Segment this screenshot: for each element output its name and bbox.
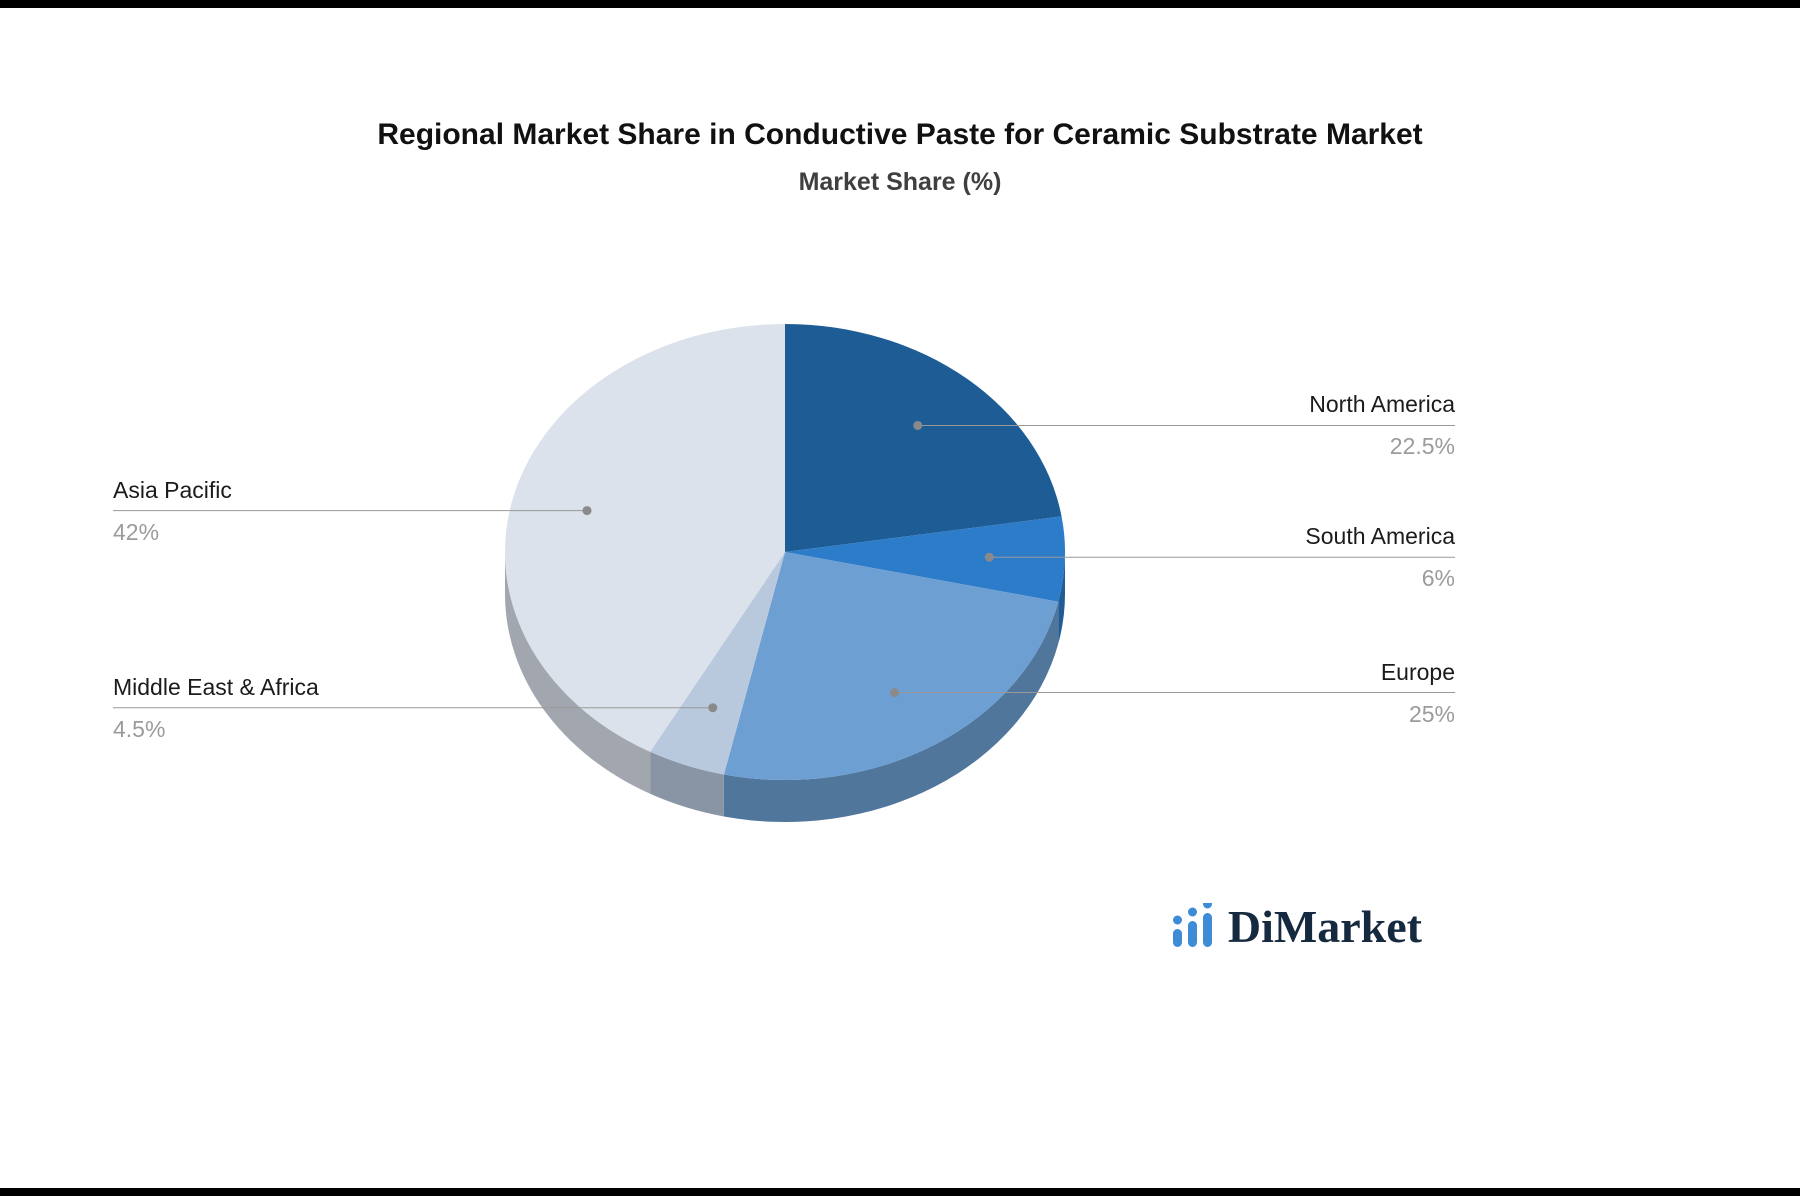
callout-value: 6% (1421, 565, 1455, 592)
pie-slice-north-america (785, 324, 1062, 552)
pie-side-asia-pacific (505, 552, 651, 794)
callout-anchor-dot (913, 420, 923, 430)
callout-value: 25% (1408, 700, 1455, 727)
bottom-edge-bar (0, 1188, 1800, 1196)
pie-side-south-america (1058, 552, 1065, 644)
pie-side-middle-east-africa (650, 751, 724, 817)
bar-chart-icon (1172, 903, 1212, 947)
callout-label: South America (1305, 523, 1455, 550)
callout-label: Middle East & Africa (113, 673, 319, 700)
logo-text: DiMarket (1227, 901, 1422, 952)
callout-value: 22.5% (1389, 433, 1455, 460)
chart-title: Regional Market Share in Conductive Past… (377, 118, 1423, 151)
pie-callout-europe: Europe 25% (1381, 657, 1455, 729)
pie-slice-middle-east-africa (650, 552, 785, 775)
pie-slice-asia-pacific (505, 324, 785, 752)
top-edge-bar (0, 0, 1800, 8)
pie-slice-south-america (785, 516, 1065, 602)
chart-subtitle: Market Share (%) (798, 168, 1002, 196)
callout-label: Asia Pacific (113, 476, 232, 503)
callout-label: Europe (1380, 658, 1455, 685)
dimarket-logo: DiMarket (1170, 903, 1422, 951)
callout-value: 4.5% (113, 715, 166, 742)
callout-anchor-dot (984, 552, 994, 562)
pie-callout-asia-pacific: Asia Pacific 42% (113, 475, 232, 547)
callout-label: North America (1309, 391, 1455, 418)
pie-slice-europe (723, 552, 1059, 780)
callout-anchor-dot (582, 506, 592, 516)
pie-side-europe (723, 601, 1059, 822)
pie-callout-south-america: South America 6% (1305, 521, 1455, 593)
callout-value: 42% (113, 518, 160, 545)
pie-callout-middle-east-africa: Middle East & Africa 4.5% (113, 672, 319, 744)
callout-anchor-dot (708, 703, 718, 713)
pie-callout-north-america: North America 22.5% (1309, 389, 1455, 461)
callout-anchor-dot (890, 688, 900, 698)
